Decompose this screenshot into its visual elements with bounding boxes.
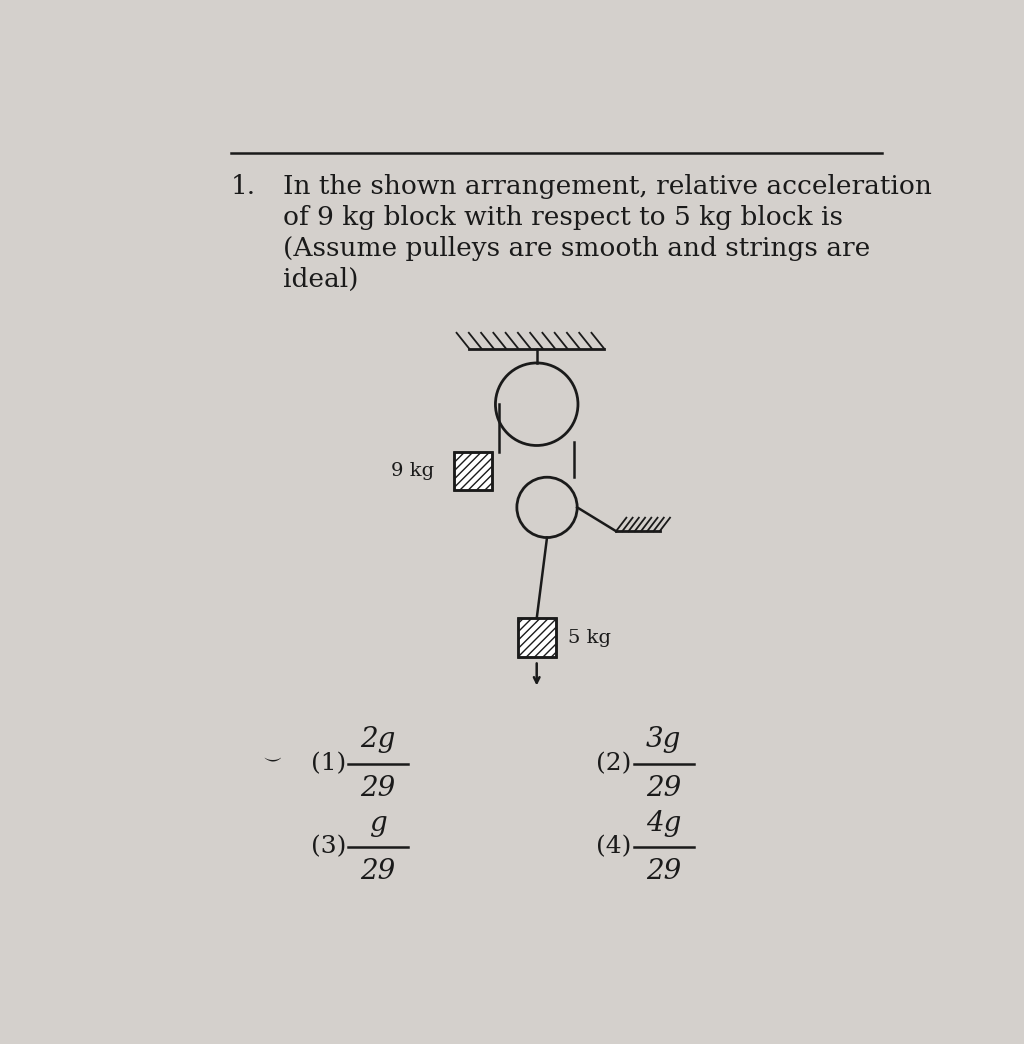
Text: 2g: 2g [360, 727, 395, 754]
Text: 1.: 1. [231, 174, 256, 199]
Bar [455, 452, 493, 490]
Text: (3): (3) [310, 835, 346, 858]
Text: (Assume pulleys are smooth and strings are: (Assume pulleys are smooth and strings a… [283, 236, 870, 261]
Bar [518, 618, 556, 657]
Bar [518, 618, 556, 657]
Text: $\frown$: $\frown$ [263, 751, 286, 768]
Text: 9 kg: 9 kg [391, 461, 434, 480]
Bar [455, 452, 493, 490]
Text: of 9 kg block with respect to 5 kg block is: of 9 kg block with respect to 5 kg block… [283, 205, 843, 230]
Text: 5 kg: 5 kg [567, 628, 610, 646]
Text: g: g [369, 810, 387, 836]
Text: 4g: 4g [646, 810, 681, 836]
Text: 3g: 3g [646, 727, 681, 754]
Text: (4): (4) [596, 835, 632, 858]
Text: In the shown arrangement, relative acceleration: In the shown arrangement, relative accel… [283, 174, 932, 199]
Text: 29: 29 [646, 775, 681, 802]
Text: 29: 29 [360, 858, 395, 885]
Text: (1): (1) [310, 753, 346, 776]
Text: 29: 29 [360, 775, 395, 802]
Text: 29: 29 [646, 858, 681, 885]
Text: ideal): ideal) [283, 267, 358, 292]
Text: (2): (2) [596, 753, 632, 776]
